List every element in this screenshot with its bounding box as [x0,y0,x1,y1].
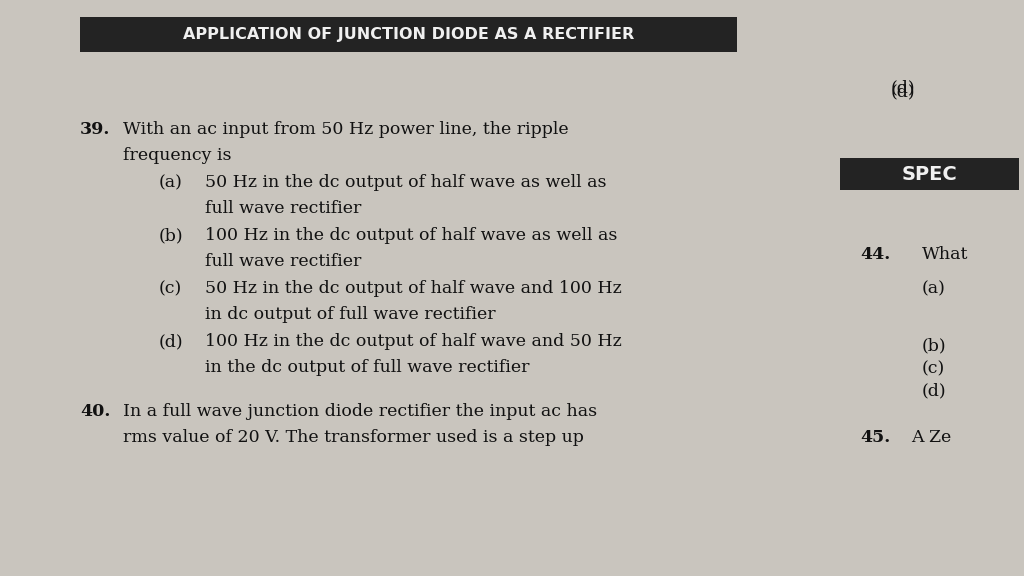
Text: A Ze: A Ze [911,429,951,446]
FancyBboxPatch shape [80,17,737,52]
Text: What: What [922,246,968,263]
Text: 50 Hz in the dc output of half wave as well as: 50 Hz in the dc output of half wave as w… [205,174,606,191]
Text: (d): (d) [922,382,946,400]
Text: (c): (c) [922,360,945,377]
Text: 50 Hz in the dc output of half wave and 100 Hz: 50 Hz in the dc output of half wave and … [205,280,622,297]
Text: in the dc output of full wave rectifier: in the dc output of full wave rectifier [205,359,529,376]
Text: (b): (b) [922,338,946,355]
Text: 44.: 44. [860,246,891,263]
Text: frequency is: frequency is [123,147,231,164]
Text: (d): (d) [891,79,915,97]
Text: (a): (a) [922,280,945,297]
Text: In a full wave junction diode rectifier the input ac has: In a full wave junction diode rectifier … [123,403,597,420]
Text: 40.: 40. [80,403,111,420]
Text: 39.: 39. [80,121,111,138]
Text: (a): (a) [159,174,182,191]
Text: 100 Hz in the dc output of half wave and 50 Hz: 100 Hz in the dc output of half wave and… [205,333,622,350]
Text: in dc output of full wave rectifier: in dc output of full wave rectifier [205,306,496,323]
Text: full wave rectifier: full wave rectifier [205,200,361,217]
Text: With an ac input from 50 Hz power line, the ripple: With an ac input from 50 Hz power line, … [123,121,568,138]
Text: (b): (b) [159,227,183,244]
Text: (d): (d) [159,333,183,350]
Text: full wave rectifier: full wave rectifier [205,253,361,270]
Text: APPLICATION OF JUNCTION DIODE AS A RECTIFIER: APPLICATION OF JUNCTION DIODE AS A RECTI… [183,27,634,42]
Text: (d): (d) [891,84,915,101]
Text: rms value of 20 V. The transformer used is a step up: rms value of 20 V. The transformer used … [123,429,584,446]
Text: 100 Hz in the dc output of half wave as well as: 100 Hz in the dc output of half wave as … [205,227,617,244]
Text: SPEC: SPEC [901,165,957,184]
Text: 45.: 45. [860,429,891,446]
Text: (c): (c) [159,280,182,297]
FancyBboxPatch shape [840,158,1019,190]
